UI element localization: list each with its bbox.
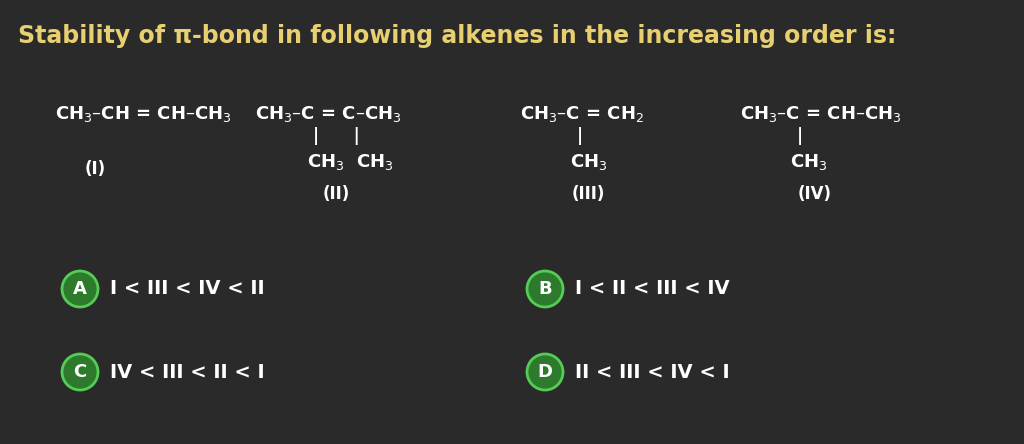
Text: |: |: [577, 127, 583, 145]
Text: IV < III < II < I: IV < III < II < I: [110, 362, 264, 381]
Text: (III): (III): [572, 185, 605, 203]
Circle shape: [527, 354, 563, 390]
Text: CH$_3$: CH$_3$: [570, 152, 607, 172]
Text: Stability of π-bond in following alkenes in the increasing order is:: Stability of π-bond in following alkenes…: [18, 24, 896, 48]
Text: CH$_3$  CH$_3$: CH$_3$ CH$_3$: [307, 152, 394, 172]
Text: I < III < IV < II: I < III < IV < II: [110, 280, 264, 298]
Circle shape: [527, 271, 563, 307]
Text: I < II < III < IV: I < II < III < IV: [575, 280, 730, 298]
Text: C: C: [74, 363, 87, 381]
Text: (IV): (IV): [798, 185, 831, 203]
Text: CH$_3$: CH$_3$: [790, 152, 827, 172]
Circle shape: [62, 354, 98, 390]
Text: (I): (I): [85, 160, 106, 178]
Text: D: D: [538, 363, 553, 381]
Text: B: B: [539, 280, 552, 298]
Text: (II): (II): [323, 185, 350, 203]
Text: II < III < IV < I: II < III < IV < I: [575, 362, 730, 381]
Text: CH$_3$–C = C–CH$_3$: CH$_3$–C = C–CH$_3$: [255, 104, 401, 124]
Circle shape: [62, 271, 98, 307]
Text: CH$_3$–C = CH$_2$: CH$_3$–C = CH$_2$: [520, 104, 644, 124]
Text: A: A: [73, 280, 87, 298]
Text: CH$_3$–C = CH–CH$_3$: CH$_3$–C = CH–CH$_3$: [740, 104, 901, 124]
Text: |      |: | |: [313, 127, 359, 145]
Text: CH$_3$–CH = CH–CH$_3$: CH$_3$–CH = CH–CH$_3$: [55, 104, 231, 124]
Text: |: |: [797, 127, 803, 145]
